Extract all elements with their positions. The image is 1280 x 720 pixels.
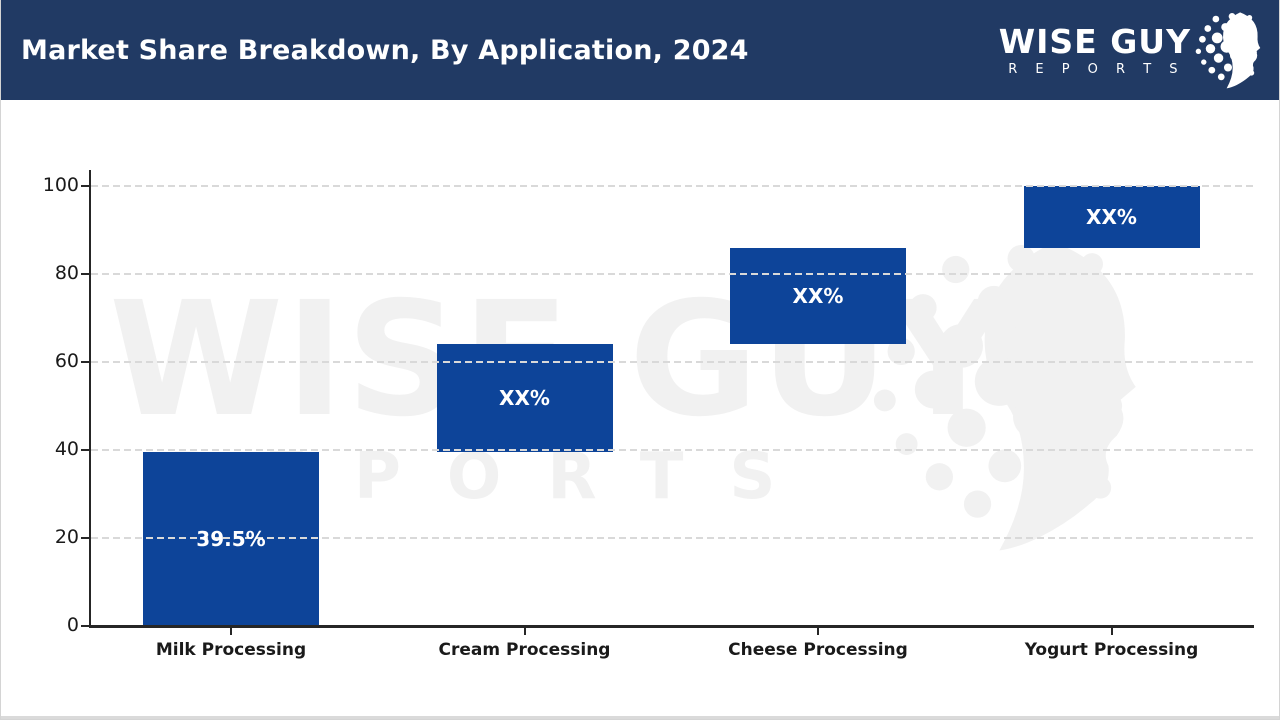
gridline-100 — [91, 185, 1254, 187]
wiseguy-logo: WISE GUY R E P O R T S — [999, 9, 1267, 91]
bar-milk-processing — [143, 452, 319, 626]
y-tick-20 — [81, 537, 89, 539]
y-axis — [89, 170, 91, 628]
page-title: Market Share Breakdown, By Application, … — [21, 34, 749, 66]
y-tick-60 — [81, 361, 89, 363]
gridline-80 — [91, 273, 1254, 275]
gridline-20 — [91, 537, 1254, 539]
y-tick-80 — [81, 273, 89, 275]
logo-head-icon — [1195, 12, 1261, 89]
y-tick-label-80: 80 — [54, 262, 79, 284]
y-tick-100 — [81, 185, 89, 187]
x-tick-milk-processing — [230, 628, 232, 635]
y-tick-label-100: 100 — [42, 174, 79, 196]
y-tick-40 — [81, 449, 89, 451]
watermark-head-icon — [873, 242, 1136, 551]
y-tick-label-0: 0 — [66, 614, 79, 636]
y-tick-label-40: 40 — [54, 438, 79, 460]
gridline-60 — [91, 361, 1254, 363]
category-label-cream-processing: Cream Processing — [438, 640, 611, 660]
x-tick-cream-processing — [523, 628, 526, 635]
y-tick-label-60: 60 — [54, 350, 79, 372]
bar-yogurt-processing — [1023, 186, 1200, 248]
category-label-cheese-processing: Cheese Processing — [728, 640, 908, 660]
logo-text: WISE GUY R E P O R T S — [999, 25, 1191, 76]
x-tick-cheese-processing — [817, 628, 819, 635]
logo-wordmark: WISE GUY — [998, 21, 1191, 61]
header-banner: Market Share Breakdown, By Application, … — [1, 0, 1279, 100]
x-axis — [89, 625, 1254, 628]
category-label-milk-processing: Milk Processing — [155, 640, 307, 660]
bar-value-label-milk-processing: 39.5% — [196, 527, 266, 552]
bar-value-label-cheese-processing: XX% — [792, 284, 844, 308]
gridline-40 — [91, 449, 1254, 451]
bar-value-label-cream-processing: XX% — [499, 386, 550, 411]
logo-subtitle: R E P O R T S — [1008, 61, 1185, 77]
x-tick-yogurt-processing — [1110, 628, 1113, 635]
bar-value-label-yogurt-processing: XX% — [1086, 204, 1137, 229]
category-label-yogurt-processing: Yogurt Processing — [1024, 640, 1199, 660]
y-tick-label-20: 20 — [54, 526, 79, 548]
y-tick-0 — [81, 625, 89, 627]
